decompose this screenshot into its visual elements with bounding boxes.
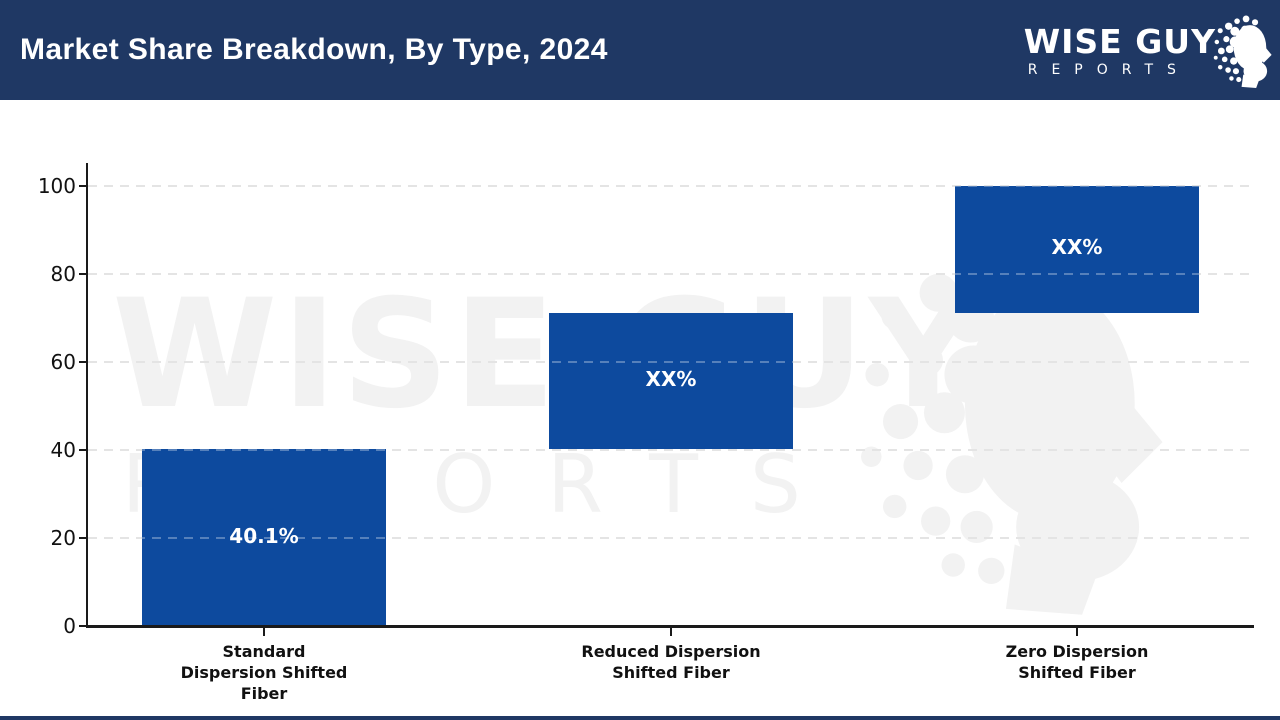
brand-logo: WISE GUY REPORTS bbox=[1024, 8, 1272, 94]
y-tick-label: 60 bbox=[50, 349, 76, 374]
x-tick-mark bbox=[669, 627, 673, 636]
y-tick-label: 80 bbox=[50, 261, 76, 286]
gridline bbox=[88, 536, 1254, 539]
brand-subtitle: REPORTS bbox=[1027, 62, 1190, 78]
bar-value-label: 40.1% bbox=[229, 523, 299, 548]
bar-value-label: XX% bbox=[1051, 235, 1103, 260]
header: Market Share Breakdown, By Type, 2024 WI… bbox=[0, 0, 1280, 100]
gridline-overlay bbox=[88, 536, 1254, 539]
gridline-overlay bbox=[88, 272, 1254, 275]
watermark-brand-text: WISE GUY bbox=[112, 268, 982, 442]
bar-segment: 40.1% bbox=[142, 449, 386, 626]
x-category-label-line: Fiber bbox=[240, 684, 288, 703]
bar-segment: XX% bbox=[549, 313, 793, 450]
gridline bbox=[88, 448, 1254, 451]
bar-value-label: XX% bbox=[645, 367, 697, 392]
gridline-overlay bbox=[88, 360, 1254, 363]
x-axis-line bbox=[85, 624, 1254, 628]
x-category-label-line: Shifted Fiber bbox=[1018, 663, 1136, 682]
gridline bbox=[88, 184, 1254, 187]
x-tick-mark bbox=[1075, 627, 1079, 636]
x-category-label-line: Shifted Fiber bbox=[612, 663, 730, 682]
x-category-label: Zero Dispersion Shifted Fiber bbox=[927, 641, 1227, 683]
gridline-overlay bbox=[88, 184, 1254, 187]
brand-name: WISE GUY bbox=[1023, 22, 1216, 61]
y-tick-mark bbox=[79, 448, 88, 451]
x-category-label: Standard Dispersion Shifted Fiber bbox=[114, 641, 414, 704]
y-tick-mark bbox=[79, 625, 88, 627]
x-category-label-line: Zero Dispersion bbox=[1005, 642, 1149, 661]
gridline-overlay bbox=[88, 448, 1254, 451]
gridline bbox=[88, 272, 1254, 275]
y-tick-label: 40 bbox=[50, 437, 76, 462]
x-category-label: Reduced Dispersion Shifted Fiber bbox=[521, 641, 821, 683]
y-tick-mark bbox=[79, 272, 88, 275]
y-tick-mark bbox=[79, 360, 88, 363]
brand-logo-text: WISE GUY REPORTS bbox=[1023, 22, 1216, 79]
brand-face-icon bbox=[1213, 15, 1272, 88]
x-category-label-line: Dispersion Shifted bbox=[180, 663, 348, 682]
x-category-label-line: Standard bbox=[222, 642, 306, 661]
y-axis-line bbox=[85, 163, 88, 628]
y-tick-mark bbox=[79, 536, 88, 539]
y-tick-label: 20 bbox=[50, 525, 76, 550]
y-tick-mark bbox=[79, 184, 88, 187]
y-tick-label: 100 bbox=[37, 173, 76, 198]
x-tick-mark bbox=[262, 627, 266, 636]
bar-segment: XX% bbox=[955, 185, 1199, 314]
page-title: Market Share Breakdown, By Type, 2024 bbox=[20, 33, 608, 66]
footer-strip bbox=[0, 716, 1280, 720]
x-category-label-line: Reduced Dispersion bbox=[581, 642, 761, 661]
y-tick-label: 0 bbox=[63, 614, 76, 638]
